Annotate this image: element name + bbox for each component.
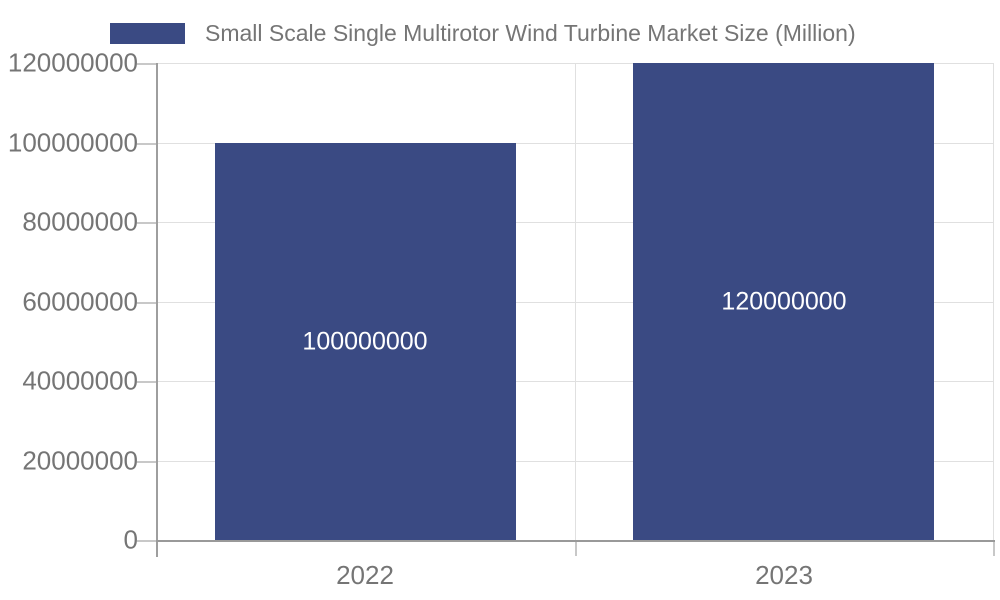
y-gridline (156, 381, 993, 382)
y-tick-label: 100000000 (7, 127, 138, 158)
y-axis-tick (137, 381, 156, 383)
y-gridline (156, 63, 993, 64)
x-axis-line (156, 540, 995, 542)
y-axis-tick (137, 302, 156, 304)
y-axis-line (156, 63, 158, 557)
y-gridline (156, 222, 993, 223)
y-tick-label: 40000000 (22, 365, 138, 396)
legend-swatch-icon (110, 22, 185, 44)
x-gridline (575, 63, 576, 540)
y-axis-tick (137, 540, 156, 542)
y-tick-label: 80000000 (22, 206, 138, 237)
x-tick-label: 2022 (336, 560, 394, 590)
y-tick-label: 120000000 (7, 47, 138, 78)
legend-label: Small Scale Single Multirotor Wind Turbi… (205, 19, 856, 46)
bar-2022[interactable] (215, 143, 516, 540)
y-gridline (156, 302, 993, 303)
y-gridline (156, 143, 993, 144)
x-tick-label: 2023 (755, 560, 813, 590)
y-axis-tick (137, 63, 156, 65)
x-axis-tick (993, 540, 995, 556)
y-axis-tick (137, 461, 156, 463)
y-tick-label: 0 (123, 524, 138, 555)
x-axis-tick (575, 540, 577, 556)
legend[interactable]: Small Scale Single Multirotor Wind Turbi… (110, 16, 856, 50)
y-tick-label: 60000000 (22, 286, 138, 317)
y-tick-label: 20000000 (22, 445, 138, 476)
x-gridline (993, 63, 994, 540)
y-axis-tick (137, 143, 156, 145)
bar-value-label: 100000000 (302, 327, 428, 356)
y-axis-tick (137, 222, 156, 224)
bar-2023[interactable] (633, 63, 934, 540)
y-gridline (156, 461, 993, 462)
bar-value-label: 120000000 (721, 287, 847, 316)
